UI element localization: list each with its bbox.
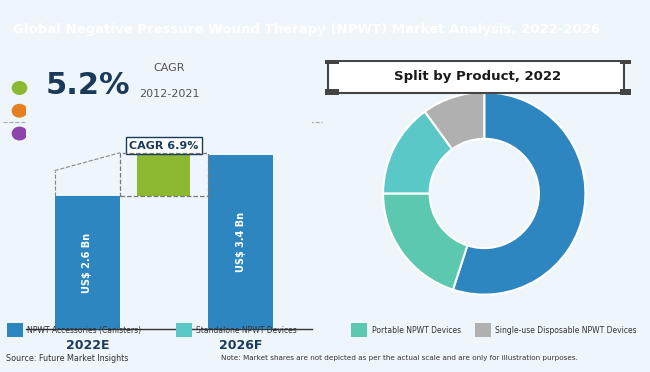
Text: 2012-2021: 2012-2021: [138, 89, 200, 99]
Bar: [6, 323, 23, 337]
Circle shape: [12, 105, 27, 117]
Bar: [137, 155, 190, 196]
Bar: [208, 155, 273, 329]
Text: NPWT Accessories (Canisters): NPWT Accessories (Canisters): [27, 326, 142, 335]
Bar: [325, 58, 339, 64]
Bar: [176, 323, 192, 337]
Bar: [325, 89, 339, 95]
Text: Global Negative Pressure Wound Therapy (NPWT) Market Analysis, 2022-2026: Global Negative Pressure Wound Therapy (…: [13, 23, 600, 36]
Circle shape: [12, 82, 27, 94]
Text: CAGR: CAGR: [153, 63, 185, 73]
Text: Portable NPWT Devices: Portable NPWT Devices: [372, 326, 461, 335]
Text: 5.2%: 5.2%: [46, 71, 130, 100]
Text: Standalone NPWT Devices: Standalone NPWT Devices: [196, 326, 297, 335]
Text: Note: Market shares are not depicted as per the actual scale and are only for il: Note: Market shares are not depicted as …: [221, 355, 578, 361]
Text: Split by Product, 2022: Split by Product, 2022: [394, 70, 562, 83]
Text: US$ 3.4 Bn: US$ 3.4 Bn: [235, 212, 246, 272]
Circle shape: [12, 127, 27, 140]
Bar: [55, 196, 120, 329]
Bar: [620, 89, 634, 95]
Text: CAGR 6.9%: CAGR 6.9%: [129, 141, 199, 151]
Bar: [474, 323, 491, 337]
Wedge shape: [383, 112, 452, 193]
Wedge shape: [383, 193, 467, 290]
Bar: [620, 58, 634, 64]
Wedge shape: [453, 92, 586, 295]
Text: US$ 2.6 Bn: US$ 2.6 Bn: [83, 232, 92, 293]
Text: Single-use Disposable NPWT Devices: Single-use Disposable NPWT Devices: [495, 326, 637, 335]
Wedge shape: [425, 92, 484, 149]
Text: Source: Future Market Insights: Source: Future Market Insights: [6, 353, 129, 363]
FancyBboxPatch shape: [328, 61, 625, 93]
Bar: [351, 323, 367, 337]
